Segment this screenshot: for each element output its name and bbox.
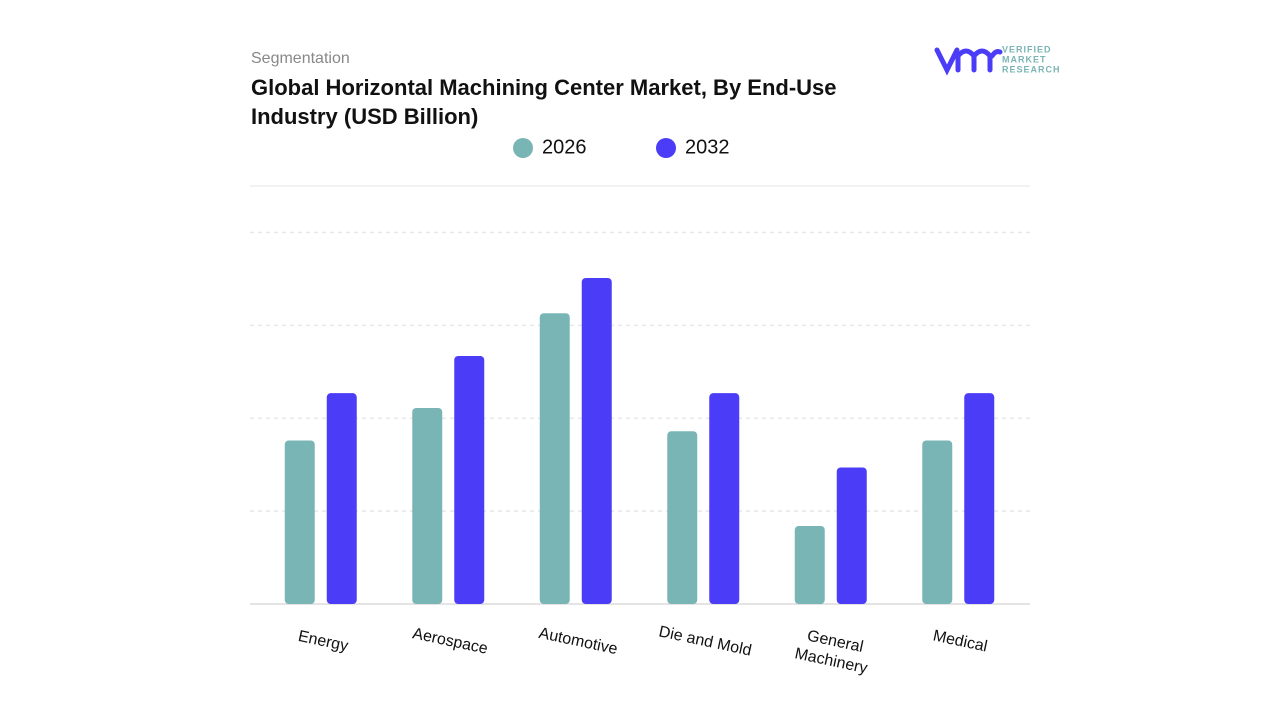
bar bbox=[581, 277, 612, 604]
legend-label: 2026 bbox=[542, 136, 587, 158]
legend-label: 2032 bbox=[685, 136, 730, 158]
subtitle: Segmentation bbox=[251, 50, 350, 67]
bar bbox=[454, 355, 485, 604]
logo-text: VERIFIED bbox=[1002, 44, 1052, 54]
bar bbox=[539, 313, 570, 604]
logo: VERIFIED MARKET RESEARCH bbox=[934, 44, 1061, 76]
legend-swatch bbox=[656, 138, 676, 158]
bar bbox=[412, 408, 443, 604]
logo-mark bbox=[934, 47, 1003, 76]
bar bbox=[284, 440, 315, 604]
bar bbox=[326, 393, 357, 604]
bar bbox=[794, 525, 825, 604]
bar bbox=[667, 431, 698, 604]
bar bbox=[964, 393, 995, 604]
legend-swatch bbox=[513, 138, 533, 158]
logo-text: MARKET bbox=[1002, 54, 1047, 64]
bar bbox=[836, 467, 867, 604]
bar bbox=[922, 440, 953, 604]
chart-title: Global Horizontal Machining Center Marke… bbox=[251, 75, 837, 129]
logo-text: RESEARCH bbox=[1002, 64, 1061, 74]
bar bbox=[709, 393, 740, 604]
